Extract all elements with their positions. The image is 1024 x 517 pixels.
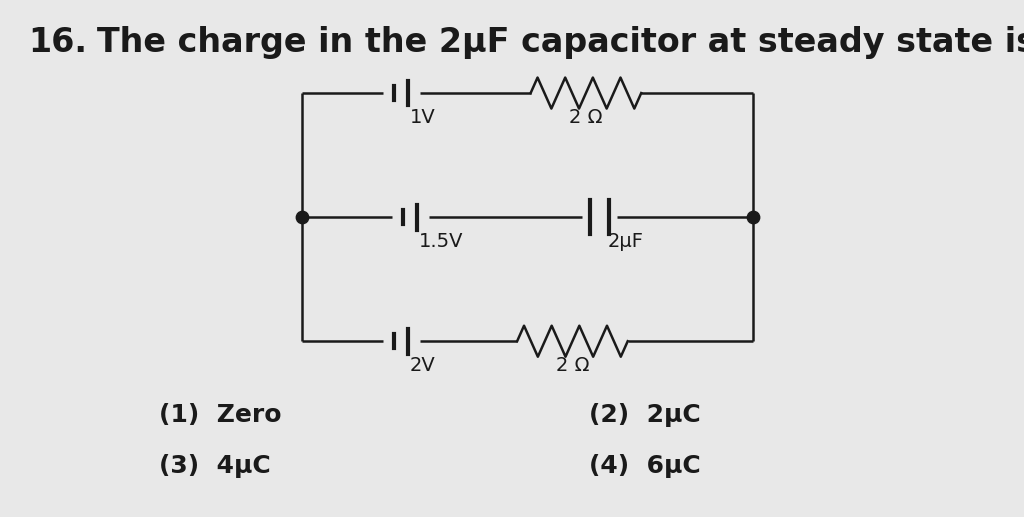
Text: 2 Ω: 2 Ω — [556, 356, 589, 375]
Text: 1.5V: 1.5V — [419, 232, 463, 251]
Text: 2μF: 2μF — [607, 232, 644, 251]
Text: (4)  6μC: (4) 6μC — [589, 454, 700, 478]
Text: The charge in the 2μF capacitor at steady state is: The charge in the 2μF capacitor at stead… — [97, 26, 1024, 59]
Text: (1)  Zero: (1) Zero — [159, 403, 282, 427]
Text: 1V: 1V — [410, 108, 435, 127]
Text: 2V: 2V — [410, 356, 435, 375]
Text: (2)  2μC: (2) 2μC — [589, 403, 700, 427]
Text: 2 Ω: 2 Ω — [569, 108, 603, 127]
Point — [744, 213, 761, 221]
Text: (3)  4μC: (3) 4μC — [159, 454, 270, 478]
Point — [294, 213, 310, 221]
Text: 16.: 16. — [29, 26, 88, 59]
